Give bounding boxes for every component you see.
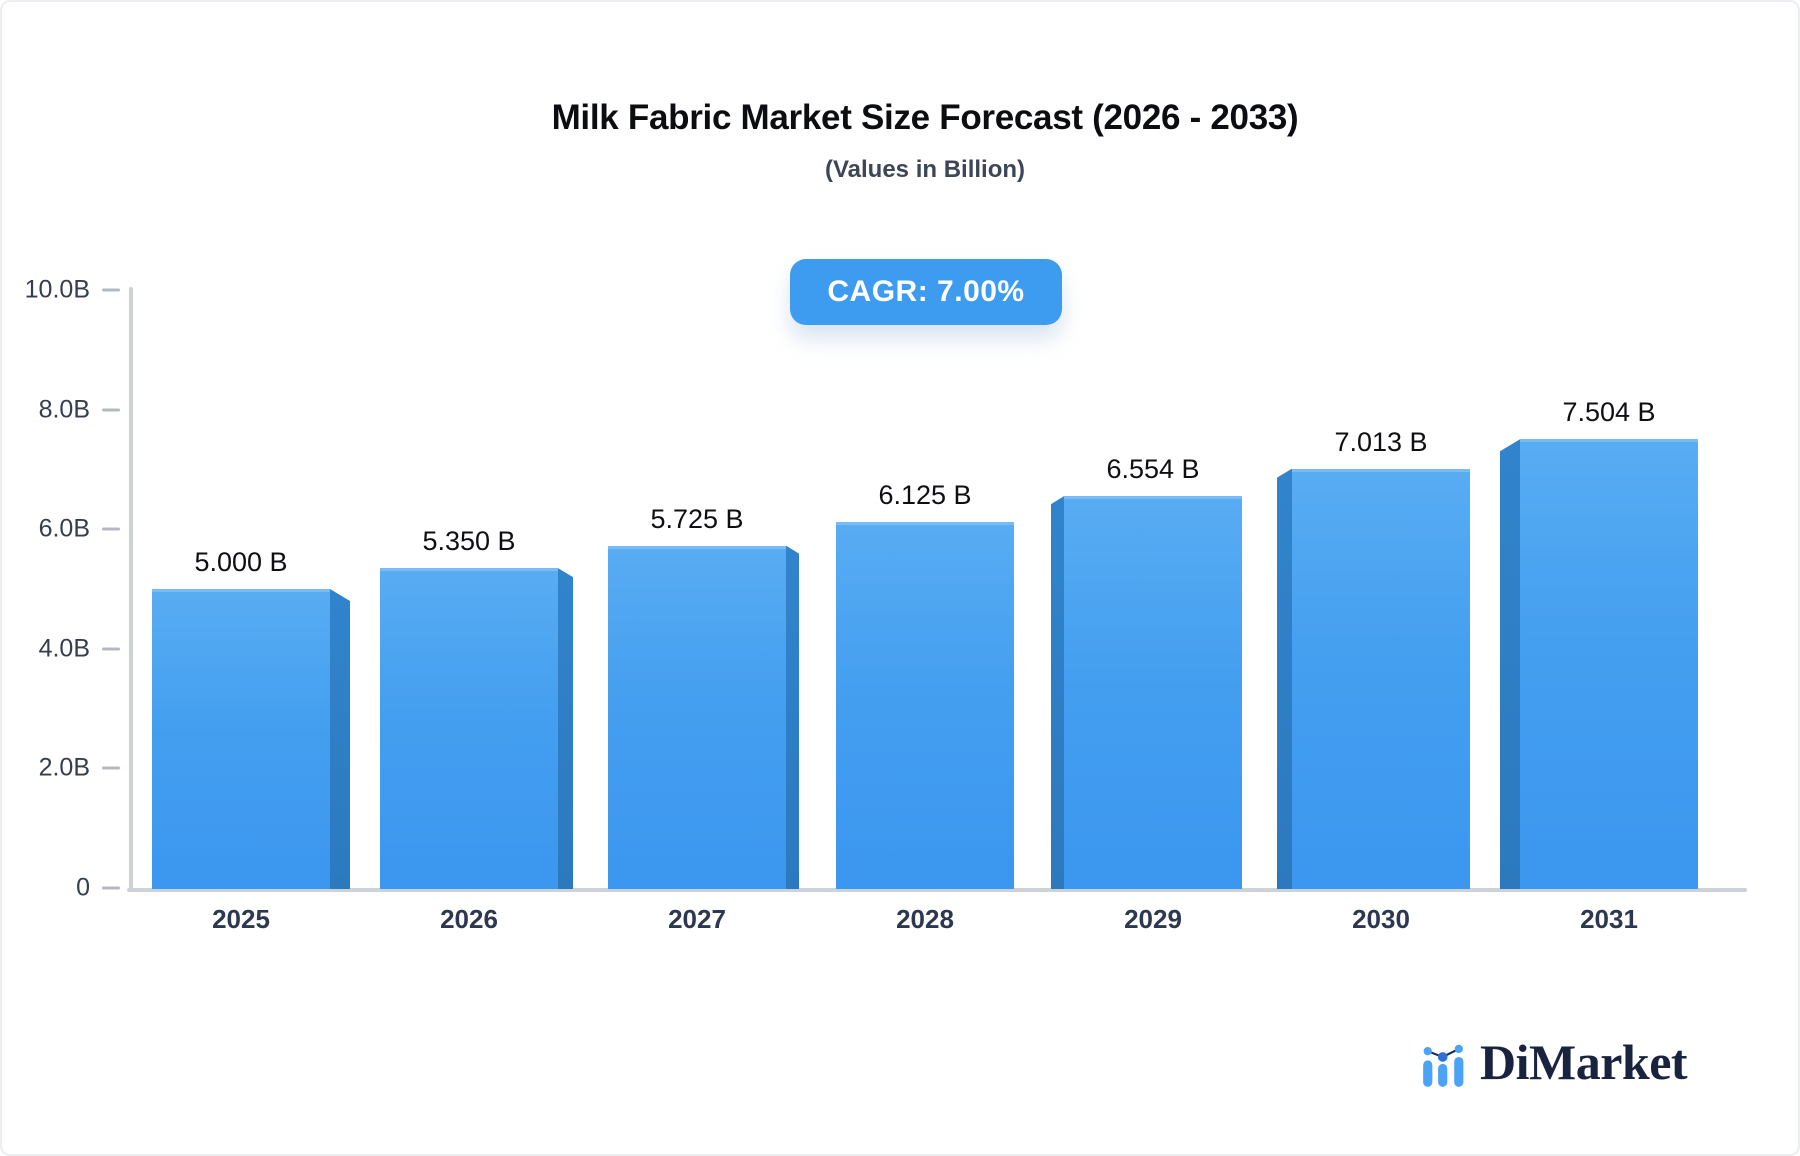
bar-value-label: 5.000 B — [194, 547, 288, 577]
chart-title: Milk Fabric Market Size Forecast (2026 -… — [551, 98, 1299, 137]
bar-value-label: 6.554 B — [1106, 454, 1200, 485]
y-tick-label: 8.0B — [38, 395, 90, 424]
bar-side-face-2026 — [558, 568, 573, 889]
bar-face-2030 — [1292, 468, 1470, 889]
bar-face-2028 — [836, 521, 1014, 889]
bar-side-face-2025 — [330, 589, 350, 889]
y-tick-dash — [102, 766, 120, 770]
bar-value-label: 7.013 B — [1334, 426, 1428, 457]
y-tick-label: 0 — [76, 873, 90, 902]
x-axis-label: 2027 — [668, 904, 726, 934]
bar-side-face-2027 — [786, 545, 799, 889]
y-axis-line — [129, 287, 133, 892]
dimarket-logo-text: DiMarket — [1480, 1034, 1688, 1090]
y-tick-dash — [102, 408, 120, 412]
y-tick-dash — [102, 886, 120, 890]
y-tick-dash — [102, 527, 120, 531]
bar-face-2025 — [152, 589, 330, 889]
x-axis-line — [127, 888, 1747, 892]
bar-side-face-2030 — [1277, 468, 1292, 889]
x-axis-label: 2026 — [440, 904, 498, 934]
bar-value-label: 5.350 B — [422, 526, 516, 557]
bar-face-2027 — [608, 545, 786, 889]
y-tick-dash — [102, 647, 120, 651]
bar-side-face-2029 — [1051, 496, 1064, 889]
bar-value-label: 7.504 B — [1562, 397, 1656, 428]
chart-subtitle: (Values in Billion) — [824, 156, 1026, 183]
y-tick-dash — [102, 288, 120, 292]
bar-face-2026 — [380, 568, 558, 889]
bar-side-face-2031 — [1500, 439, 1520, 889]
y-tick-label: 4.0B — [38, 634, 90, 663]
bar-face-2029 — [1064, 496, 1242, 889]
y-tick-label: 2.0B — [38, 753, 90, 782]
x-axis-label: 2028 — [896, 904, 954, 934]
x-axis-label: 2030 — [1352, 904, 1410, 934]
mini-bar-line-chart-icon — [1423, 1044, 1464, 1087]
bar-value-label: 5.725 B — [650, 503, 744, 534]
chart-header: Milk Fabric Market Size Forecast (2026 -… — [62, 98, 1788, 184]
x-axis-label: 2025 — [212, 904, 270, 934]
bar-face-2031 — [1520, 439, 1698, 889]
x-axis-label: 2029 — [1124, 904, 1182, 934]
cagr-badge: CAGR: 7.00% — [790, 259, 1062, 325]
x-axis-label: 2031 — [1580, 904, 1638, 934]
cagr-badge-label: CAGR: 7.00% — [827, 275, 1025, 308]
dimarket-logo: DiMarket — [1422, 1034, 1688, 1090]
y-tick-label: 10.0B — [24, 275, 90, 304]
y-tick-label: 6.0B — [38, 514, 90, 543]
bar-value-label: 6.125 B — [878, 479, 972, 510]
